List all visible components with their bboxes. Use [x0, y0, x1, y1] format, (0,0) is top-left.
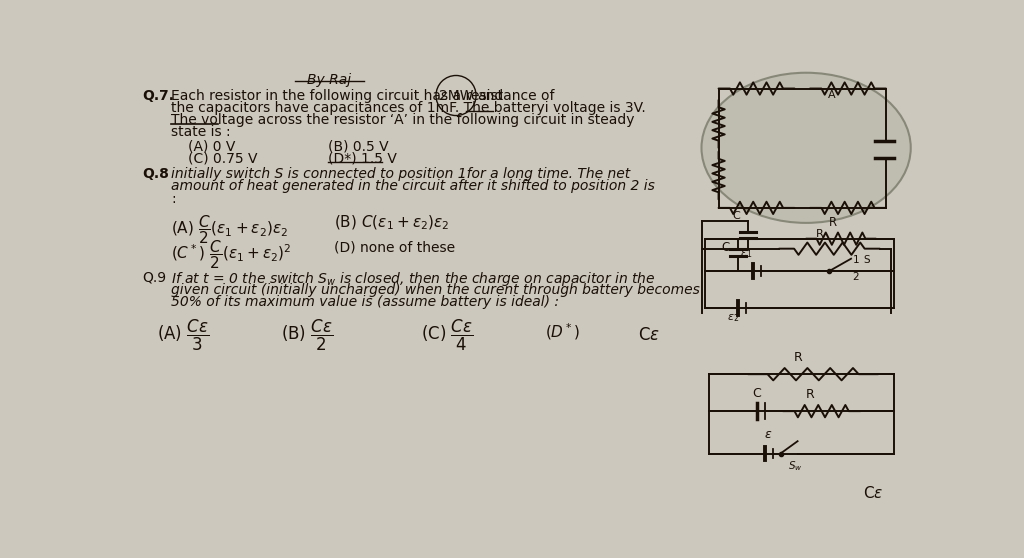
Text: $S_w$: $S_w$ [788, 460, 803, 473]
Text: (B) 0.5 V: (B) 0.5 V [328, 140, 388, 153]
Text: Q.8: Q.8 [142, 167, 169, 181]
Text: (A) $\dfrac{C\varepsilon}{3}$: (A) $\dfrac{C\varepsilon}{3}$ [158, 318, 210, 353]
Text: R: R [816, 229, 824, 239]
Ellipse shape [701, 73, 910, 223]
Text: initially switch S is connected to position 1for a long time. The net: initially switch S is connected to posit… [171, 167, 631, 181]
Text: If at t = 0 the switch $S_w$ is closed, then the charge on capacitor in the: If at t = 0 the switch $S_w$ is closed, … [171, 270, 656, 288]
Text: By Raj: By Raj [307, 73, 351, 87]
Text: :: : [171, 192, 176, 206]
Text: 2MW: 2MW [438, 89, 473, 103]
Text: the capacitors have capacitances of 1mF. The batteryi voltage is 3V.: the capacitors have capacitances of 1mF.… [171, 101, 646, 115]
Text: R: R [806, 388, 815, 401]
Text: The voltage across the resistor ‘A’ in the following circuit in steady: The voltage across the resistor ‘A’ in t… [171, 113, 635, 127]
Text: (A) $\dfrac{C}{2}(\varepsilon_1+\varepsilon_2)\varepsilon_2$: (A) $\dfrac{C}{2}(\varepsilon_1+\varepsi… [171, 213, 289, 246]
Text: (C) 0.75 V: (C) 0.75 V [188, 152, 258, 166]
Text: R: R [829, 215, 838, 229]
Text: Each resistor in the following circuit has a resistance of: Each resistor in the following circuit h… [171, 89, 555, 103]
Text: Q.7.: Q.7. [142, 89, 174, 103]
Text: $\varepsilon_1$: $\varepsilon_1$ [740, 248, 753, 260]
Text: Q.9: Q.9 [142, 270, 166, 284]
Text: C$\varepsilon$: C$\varepsilon$ [863, 485, 884, 501]
Text: (A) 0 V: (A) 0 V [188, 140, 236, 153]
Text: $(D^*)$: $(D^*)$ [545, 321, 581, 341]
Text: $\varepsilon_2$: $\varepsilon_2$ [727, 312, 739, 324]
Text: (D*) 1.5 V: (D*) 1.5 V [328, 152, 397, 166]
Text: $\varepsilon$: $\varepsilon$ [764, 428, 772, 441]
Text: state is :: state is : [171, 126, 231, 140]
Text: 2: 2 [853, 272, 859, 282]
Text: $(C^*)\ \dfrac{C}{2}(\varepsilon_1+\varepsilon_2)^2$: $(C^*)\ \dfrac{C}{2}(\varepsilon_1+\vare… [171, 238, 292, 271]
Text: 1: 1 [853, 255, 859, 265]
Text: given circuit (initially uncharged) when the curent through battery becomes: given circuit (initially uncharged) when… [171, 282, 700, 296]
Text: R: R [794, 351, 803, 364]
Text: 50% of its maximum value is (assume battery is ideal) :: 50% of its maximum value is (assume batt… [171, 295, 559, 309]
Text: (C) $\dfrac{C\varepsilon}{4}$: (C) $\dfrac{C\varepsilon}{4}$ [421, 318, 473, 353]
Text: A: A [827, 90, 836, 100]
Text: S: S [863, 255, 870, 265]
Text: amount of heat generated in the circuit after it shifted to position 2 is: amount of heat generated in the circuit … [171, 179, 655, 194]
Text: C$\varepsilon$: C$\varepsilon$ [638, 326, 659, 344]
Text: C: C [753, 387, 762, 400]
Text: (D) none of these: (D) none of these [334, 241, 456, 255]
Text: (B) $C(\varepsilon_1+\varepsilon_2)\varepsilon_2$: (B) $C(\varepsilon_1+\varepsilon_2)\vare… [334, 213, 450, 232]
Text: (B) $\dfrac{C\varepsilon}{2}$: (B) $\dfrac{C\varepsilon}{2}$ [282, 318, 334, 353]
Text: C: C [732, 211, 740, 221]
Text: and: and [477, 89, 504, 103]
Text: C: C [721, 240, 729, 254]
